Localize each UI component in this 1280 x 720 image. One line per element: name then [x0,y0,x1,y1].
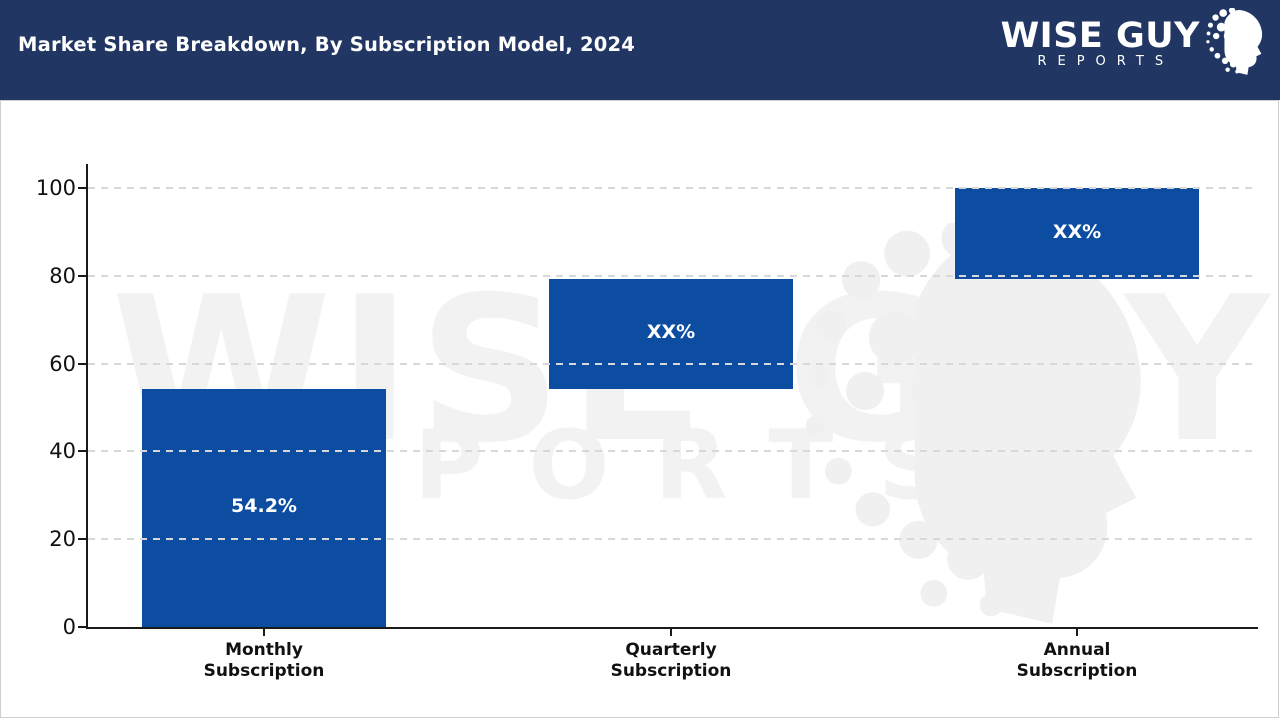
watermark-face-icon [781,223,1163,643]
header-bar: Market Share Breakdown, By Subscription … [0,0,1280,100]
wise-guy-reports-logo: WISE GUY REPORTS [1001,8,1266,78]
logo-name: WISE GUY [1000,16,1200,57]
chart-title: Market Share Breakdown, By Subscription … [18,33,636,56]
dotted-face-logo-icon [1202,8,1266,78]
chart-card: WISE GUY REPORTS [0,100,1279,718]
logo-subtitle: REPORTS [1037,53,1175,69]
